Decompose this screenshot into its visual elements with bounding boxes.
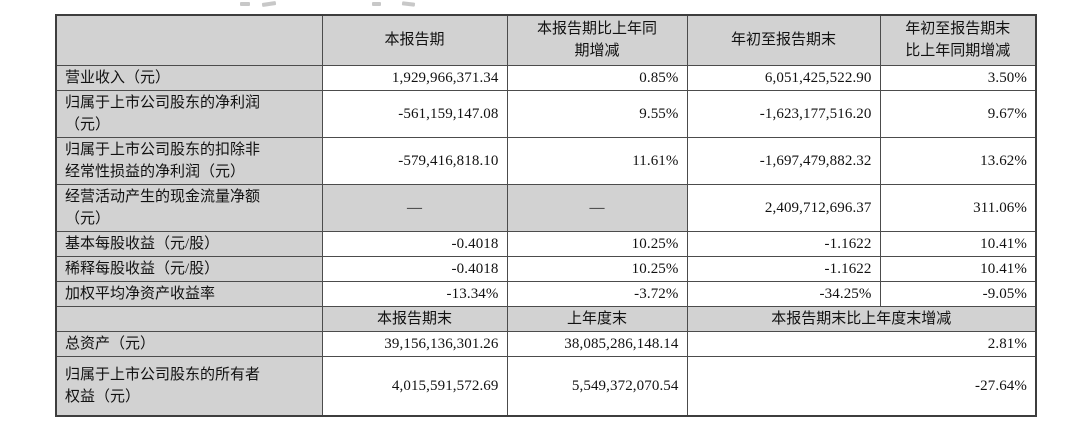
cell-value: 10.41% — [879, 230, 1037, 257]
cell-value: -1,623,177,516.20 — [686, 89, 881, 138]
cell-value: 1,929,966,371.34 — [321, 64, 508, 91]
clipped-text-fragment — [401, 1, 416, 7]
cell-value: 10.25% — [506, 255, 688, 282]
row-operating-revenue: 营业收入（元） 1,929,966,371.34 0.85% 6,051,425… — [55, 64, 1037, 91]
row-total-assets: 总资产（元） 39,156,136,301.26 38,085,286,148.… — [55, 330, 1037, 357]
cell-value: 10.41% — [879, 255, 1037, 282]
header-row-bottom: 本报告期末 上年度末 本报告期末比上年度末增减 — [55, 305, 1037, 332]
row-net-profit: 归属于上市公司股东的净利润 （元） -561,159,147.08 9.55% … — [55, 89, 1037, 138]
row-label: 基本每股收益（元/股） — [55, 230, 323, 257]
header-end-prior-year: 上年度末 — [506, 305, 688, 332]
clipped-text-fragment — [240, 2, 250, 6]
cell-value: -13.34% — [321, 280, 508, 307]
row-label: 稀释每股收益（元/股） — [55, 255, 323, 282]
cell-value: 39,156,136,301.26 — [321, 330, 508, 357]
cell-value: 6,051,425,522.90 — [686, 64, 881, 91]
cell-value: 311.06% — [879, 183, 1037, 232]
row-operating-cash-flow: 经营活动产生的现金流量净额 （元） — — 2,409,712,696.37 3… — [55, 183, 1037, 232]
cell-value: 38,085,286,148.14 — [506, 330, 688, 357]
cell-value: 11.61% — [506, 136, 688, 185]
cell-value: -1,697,479,882.32 — [686, 136, 881, 185]
financial-indicators-table: 本报告期 本报告期比上年同 期增减 年初至报告期末 年初至报告期末 比上年同期增… — [55, 14, 1037, 417]
header-ytd-vs-prior: 年初至报告期末 比上年同期增减 — [879, 14, 1037, 66]
cell-value: 13.62% — [879, 136, 1037, 185]
row-basic-eps: 基本每股收益（元/股） -0.4018 10.25% -1.1622 10.41… — [55, 230, 1037, 257]
cell-value: 10.25% — [506, 230, 688, 257]
row-weighted-avg-roe: 加权平均净资产收益率 -13.34% -3.72% -34.25% -9.05% — [55, 280, 1037, 307]
cell-value: -0.4018 — [321, 255, 508, 282]
header-row-top: 本报告期 本报告期比上年同 期增减 年初至报告期末 年初至报告期末 比上年同期增… — [55, 14, 1037, 66]
row-equity: 归属于上市公司股东的所有者 权益（元） 4,015,591,572.69 5,5… — [55, 355, 1037, 417]
header-end-current: 本报告期末 — [321, 305, 508, 332]
cell-dash: — — [321, 183, 508, 232]
row-label: 经营活动产生的现金流量净额 （元） — [55, 183, 323, 232]
cell-value: -34.25% — [686, 280, 881, 307]
cell-value: -1.1622 — [686, 230, 881, 257]
cell-value: -3.72% — [506, 280, 688, 307]
cell-dash: — — [506, 183, 688, 232]
cell-value: -1.1622 — [686, 255, 881, 282]
header-current-vs-prior: 本报告期比上年同 期增减 — [506, 14, 688, 66]
header-ytd: 年初至报告期末 — [686, 14, 881, 66]
row-label: 总资产（元） — [55, 330, 323, 357]
cell-value: 5,549,372,070.54 — [506, 355, 688, 417]
cell-value: 9.55% — [506, 89, 688, 138]
row-net-profit-excl-nonrecurring: 归属于上市公司股东的扣除非 经常性损益的净利润（元） -579,416,818.… — [55, 136, 1037, 185]
clipped-text-fragment — [261, 1, 277, 7]
cell-value: -9.05% — [879, 280, 1037, 307]
row-label: 归属于上市公司股东的扣除非 经常性损益的净利润（元） — [55, 136, 323, 185]
cell-value: -561,159,147.08 — [321, 89, 508, 138]
cell-value: 2,409,712,696.37 — [686, 183, 881, 232]
cell-value: -579,416,818.10 — [321, 136, 508, 185]
cell-value: 9.67% — [879, 89, 1037, 138]
header-end-change: 本报告期末比上年度末增减 — [686, 305, 1037, 332]
row-label: 营业收入（元） — [55, 64, 323, 91]
header-corner — [55, 305, 323, 332]
cell-value: 0.85% — [506, 64, 688, 91]
cell-value: 3.50% — [879, 64, 1037, 91]
row-label: 加权平均净资产收益率 — [55, 280, 323, 307]
header-corner — [55, 14, 323, 66]
cell-value: 2.81% — [686, 330, 1037, 357]
header-current-period: 本报告期 — [321, 14, 508, 66]
cell-value: 4,015,591,572.69 — [321, 355, 508, 417]
cell-value: -27.64% — [686, 355, 1037, 417]
clipped-text-fragment — [372, 2, 381, 6]
row-diluted-eps: 稀释每股收益（元/股） -0.4018 10.25% -1.1622 10.41… — [55, 255, 1037, 282]
row-label: 归属于上市公司股东的净利润 （元） — [55, 89, 323, 138]
cell-value: -0.4018 — [321, 230, 508, 257]
row-label: 归属于上市公司股东的所有者 权益（元） — [55, 355, 323, 417]
